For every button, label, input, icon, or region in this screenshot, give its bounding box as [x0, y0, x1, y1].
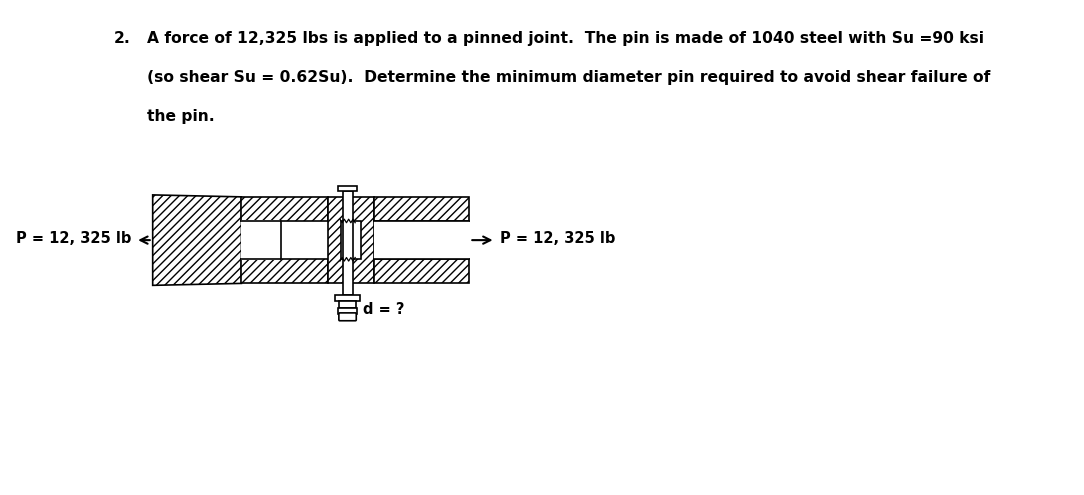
Bar: [339, 300, 357, 308]
Polygon shape: [242, 197, 328, 221]
Bar: [340, 221, 361, 259]
Polygon shape: [153, 195, 242, 285]
Bar: [328, 197, 374, 283]
Bar: [242, 220, 282, 260]
Bar: [374, 221, 469, 259]
FancyBboxPatch shape: [339, 313, 357, 321]
Bar: [338, 308, 357, 314]
Text: P = 12, 325 lb: P = 12, 325 lb: [15, 231, 131, 246]
Text: d = ?: d = ?: [363, 301, 404, 317]
Text: 2.: 2.: [114, 31, 130, 46]
Bar: [335, 295, 360, 300]
Bar: [343, 191, 352, 295]
Bar: [374, 197, 469, 221]
Text: (so shear Su = 0.62Su).  Determine the minimum diameter pin required to avoid sh: (so shear Su = 0.62Su). Determine the mi…: [146, 70, 990, 85]
Polygon shape: [242, 259, 328, 283]
Text: A force of 12,325 lbs is applied to a pinned joint.  The pin is made of 1040 ste: A force of 12,325 lbs is applied to a pi…: [146, 31, 983, 46]
Bar: [374, 259, 469, 283]
Text: the pin.: the pin.: [146, 109, 215, 124]
Text: P = 12, 325 lb: P = 12, 325 lb: [500, 231, 616, 246]
Bar: [338, 186, 357, 191]
